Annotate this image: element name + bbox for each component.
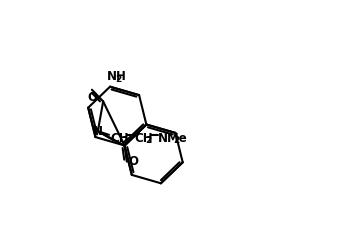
Text: CH: CH [134, 132, 153, 145]
Text: 2: 2 [122, 136, 128, 145]
Text: CH: CH [110, 132, 129, 145]
Text: 2: 2 [173, 136, 180, 145]
Text: 2: 2 [145, 136, 152, 145]
Text: NMe: NMe [158, 132, 188, 145]
Text: NH: NH [106, 70, 127, 83]
Text: O: O [87, 91, 97, 104]
Text: 2: 2 [115, 75, 121, 84]
Text: O: O [128, 155, 138, 168]
Text: N: N [93, 125, 103, 138]
